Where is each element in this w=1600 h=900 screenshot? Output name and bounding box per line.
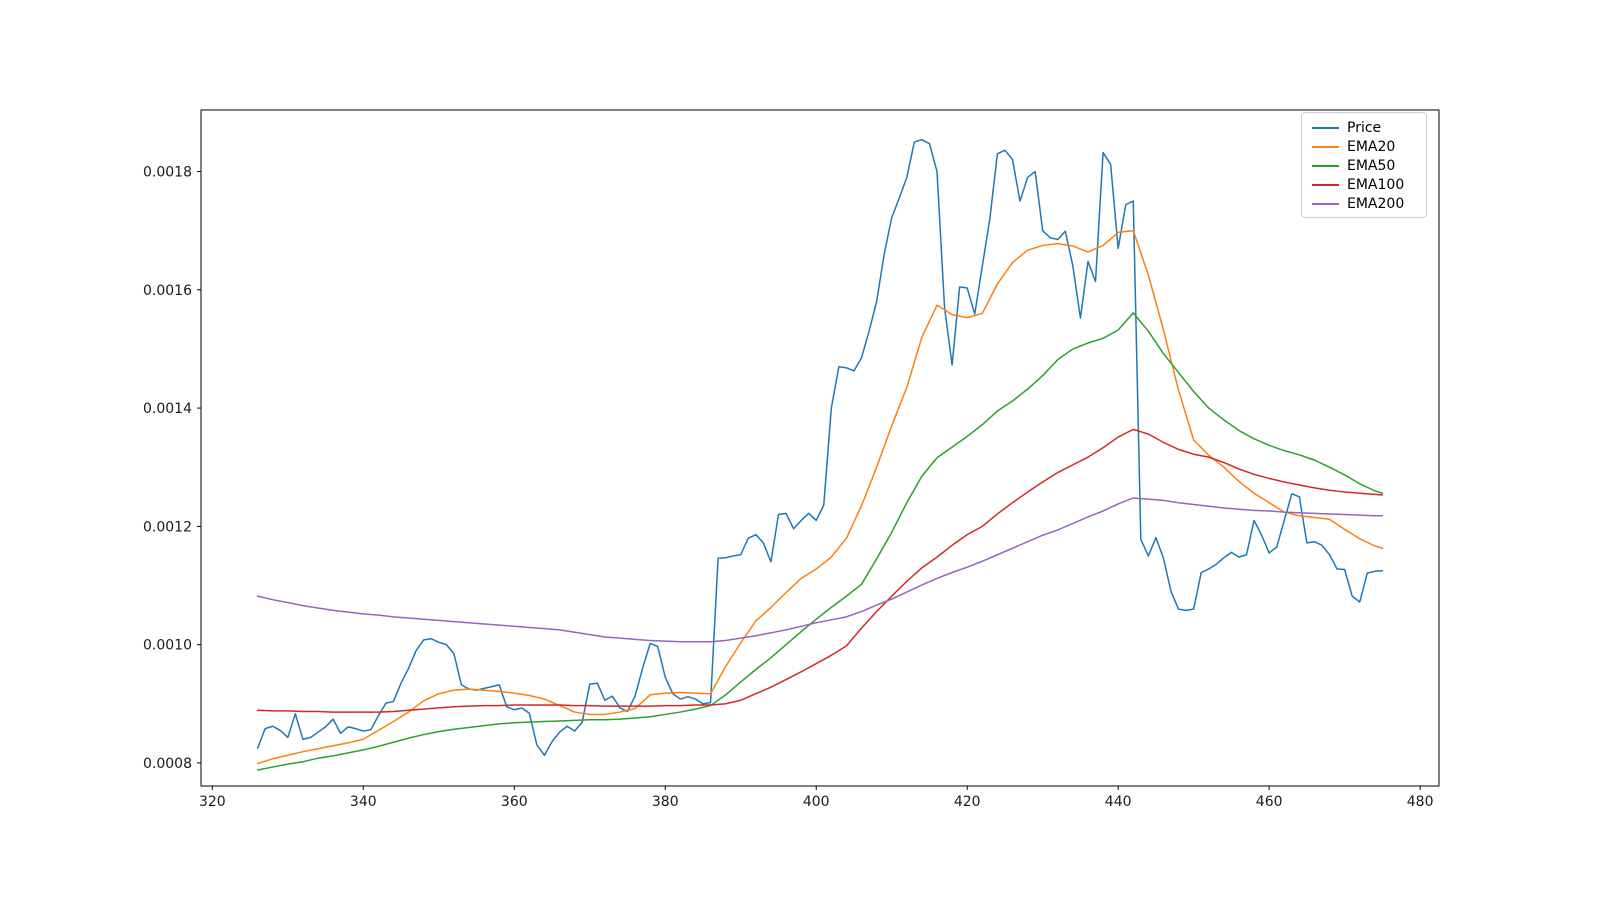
series-line-ema200 bbox=[256, 497, 1384, 643]
series-line-ema20 bbox=[256, 229, 1384, 765]
legend-label: EMA50 bbox=[1347, 157, 1396, 174]
y-tick-label: 0.0012 bbox=[143, 519, 192, 535]
ema200-line-swatch bbox=[1312, 202, 1339, 205]
legend-item-ema100: EMA100 bbox=[1312, 175, 1418, 194]
legend-label: Price bbox=[1347, 119, 1382, 136]
y-tick-label: 0.0018 bbox=[143, 165, 192, 181]
series-line-price bbox=[256, 138, 1384, 756]
legend-item-ema200: EMA200 bbox=[1312, 194, 1418, 213]
price-line-swatch bbox=[1312, 126, 1339, 129]
legend-item-ema20: EMA20 bbox=[1312, 137, 1418, 156]
x-tick-label: 420 bbox=[954, 794, 981, 810]
x-tick-label: 380 bbox=[652, 794, 679, 810]
x-tick-label: 320 bbox=[199, 794, 226, 810]
series-line-ema50 bbox=[256, 312, 1384, 771]
x-tick-label: 340 bbox=[350, 794, 377, 810]
legend-item-ema50: EMA50 bbox=[1312, 156, 1418, 175]
x-tick-label: 400 bbox=[803, 794, 830, 810]
y-tick-label: 0.0010 bbox=[143, 638, 192, 654]
legend-box: Price EMA20 EMA50 EMA100 EMA200 bbox=[1301, 112, 1427, 218]
x-tick-label: 480 bbox=[1407, 794, 1434, 810]
ema100-line-swatch bbox=[1312, 183, 1339, 186]
ema20-line-swatch bbox=[1312, 145, 1339, 148]
y-tick-label: 0.0014 bbox=[143, 401, 192, 417]
y-tick-label: 0.0016 bbox=[143, 283, 192, 299]
x-tick-label: 440 bbox=[1105, 794, 1132, 810]
plot-area bbox=[200, 109, 1440, 787]
legend-label: EMA100 bbox=[1347, 176, 1405, 193]
y-tick-label: 0.0008 bbox=[143, 756, 192, 772]
series-line-ema100 bbox=[256, 428, 1384, 713]
legend-item-price: Price bbox=[1312, 118, 1418, 137]
legend-label: EMA20 bbox=[1347, 138, 1396, 155]
ema50-line-swatch bbox=[1312, 164, 1339, 167]
x-tick-label: 460 bbox=[1256, 794, 1283, 810]
x-tick-label: 360 bbox=[501, 794, 528, 810]
legend-label: EMA200 bbox=[1347, 195, 1405, 212]
